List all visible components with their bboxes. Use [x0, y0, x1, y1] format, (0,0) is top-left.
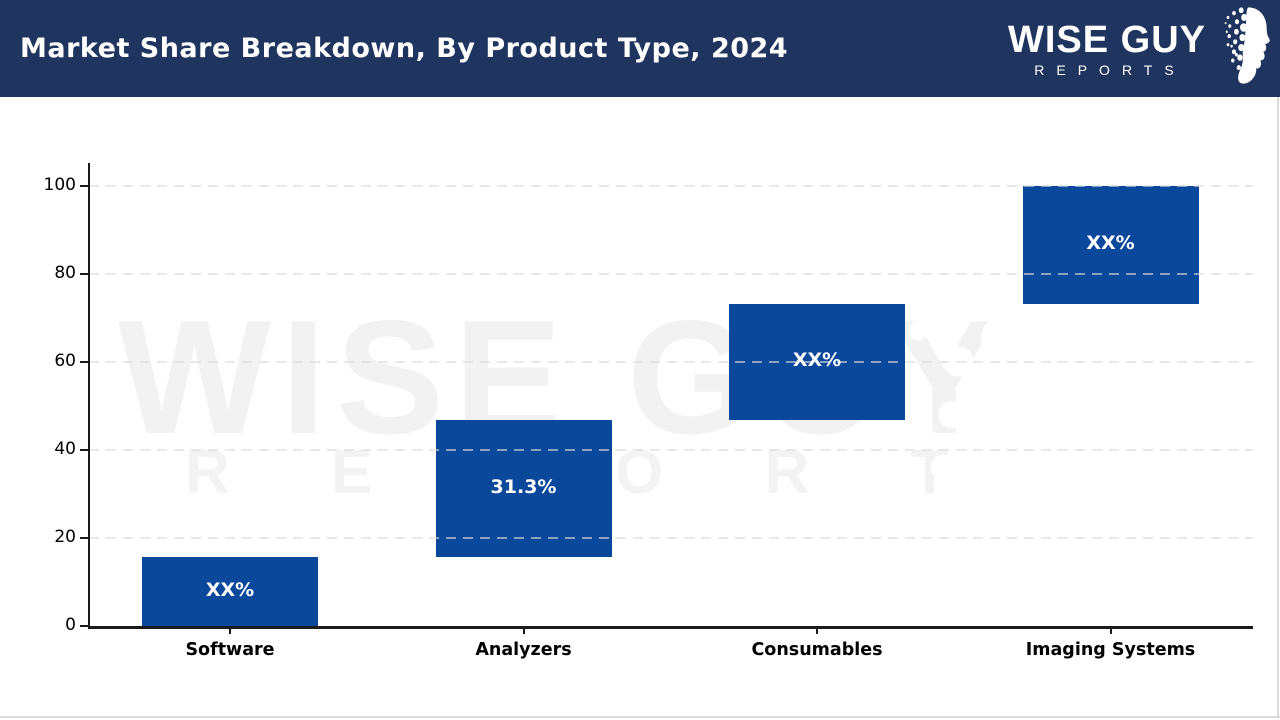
- wiseguy-head-icon: [1224, 7, 1270, 84]
- y-tick-label: 60: [54, 351, 76, 371]
- y-tick-label: 80: [54, 263, 76, 283]
- x-tick-analyzers: [522, 627, 525, 634]
- y-axis-spine: [88, 163, 90, 628]
- x-tick-consumables: [816, 627, 818, 634]
- chart-area: WISE GUY R E P O R T S 0 20 40 60 80 100 XX% So…: [0, 97, 1280, 720]
- x-category-label-analyzers: Analyzers: [475, 640, 572, 660]
- x-category-label-consumables: Consumables: [751, 640, 883, 660]
- x-tick-software: [229, 627, 231, 634]
- grid-line-y-100: [89, 185, 1253, 187]
- y-tick-20: [80, 537, 88, 539]
- y-tick-80: [80, 273, 88, 275]
- brand-logo-text: WISE GUY REPORTS: [1008, 20, 1206, 78]
- grid-line-y-80: [89, 273, 1253, 275]
- right-divider: [1277, 97, 1279, 718]
- bar-software: [142, 557, 318, 626]
- y-tick-60: [80, 361, 88, 363]
- grid-line-y-60: [89, 361, 1253, 363]
- brand-subtitle: REPORTS: [1034, 62, 1186, 78]
- header-bar: Market Share Breakdown, By Product Type,…: [0, 0, 1280, 97]
- brand-name: WISE GUY: [1007, 19, 1206, 61]
- bottom-divider: [0, 716, 1280, 718]
- bar-analyzers: [435, 419, 612, 558]
- x-axis-spine: [88, 626, 1253, 629]
- grid-line-y-20: [89, 537, 1253, 539]
- grid-line-y-40: [89, 449, 1253, 451]
- y-tick-0: [80, 625, 88, 627]
- bar-label-analyzers: 31.3%: [490, 475, 557, 498]
- y-tick-label: 100: [43, 175, 76, 195]
- y-tick-label: 40: [54, 439, 76, 459]
- plot-region: 0 20 40 60 80 100 XX% Software 31.3% Analyzers XX%…: [0, 97, 1280, 720]
- bar-label-imaging-systems: XX%: [1086, 231, 1135, 254]
- y-tick-label: 20: [54, 527, 76, 547]
- y-tick-40: [80, 449, 88, 451]
- y-tick-label: 0: [65, 615, 76, 635]
- bar-label-software: XX%: [205, 578, 255, 601]
- x-category-label-imaging-systems: Imaging Systems: [1025, 640, 1196, 660]
- bar-label-consumables: XX%: [792, 348, 842, 371]
- y-tick-100: [80, 185, 88, 187]
- x-category-label-software: Software: [185, 640, 275, 660]
- page-title: Market Share Breakdown, By Product Type,…: [20, 33, 789, 64]
- brand-logo: WISE GUY REPORTS: [1008, 4, 1270, 94]
